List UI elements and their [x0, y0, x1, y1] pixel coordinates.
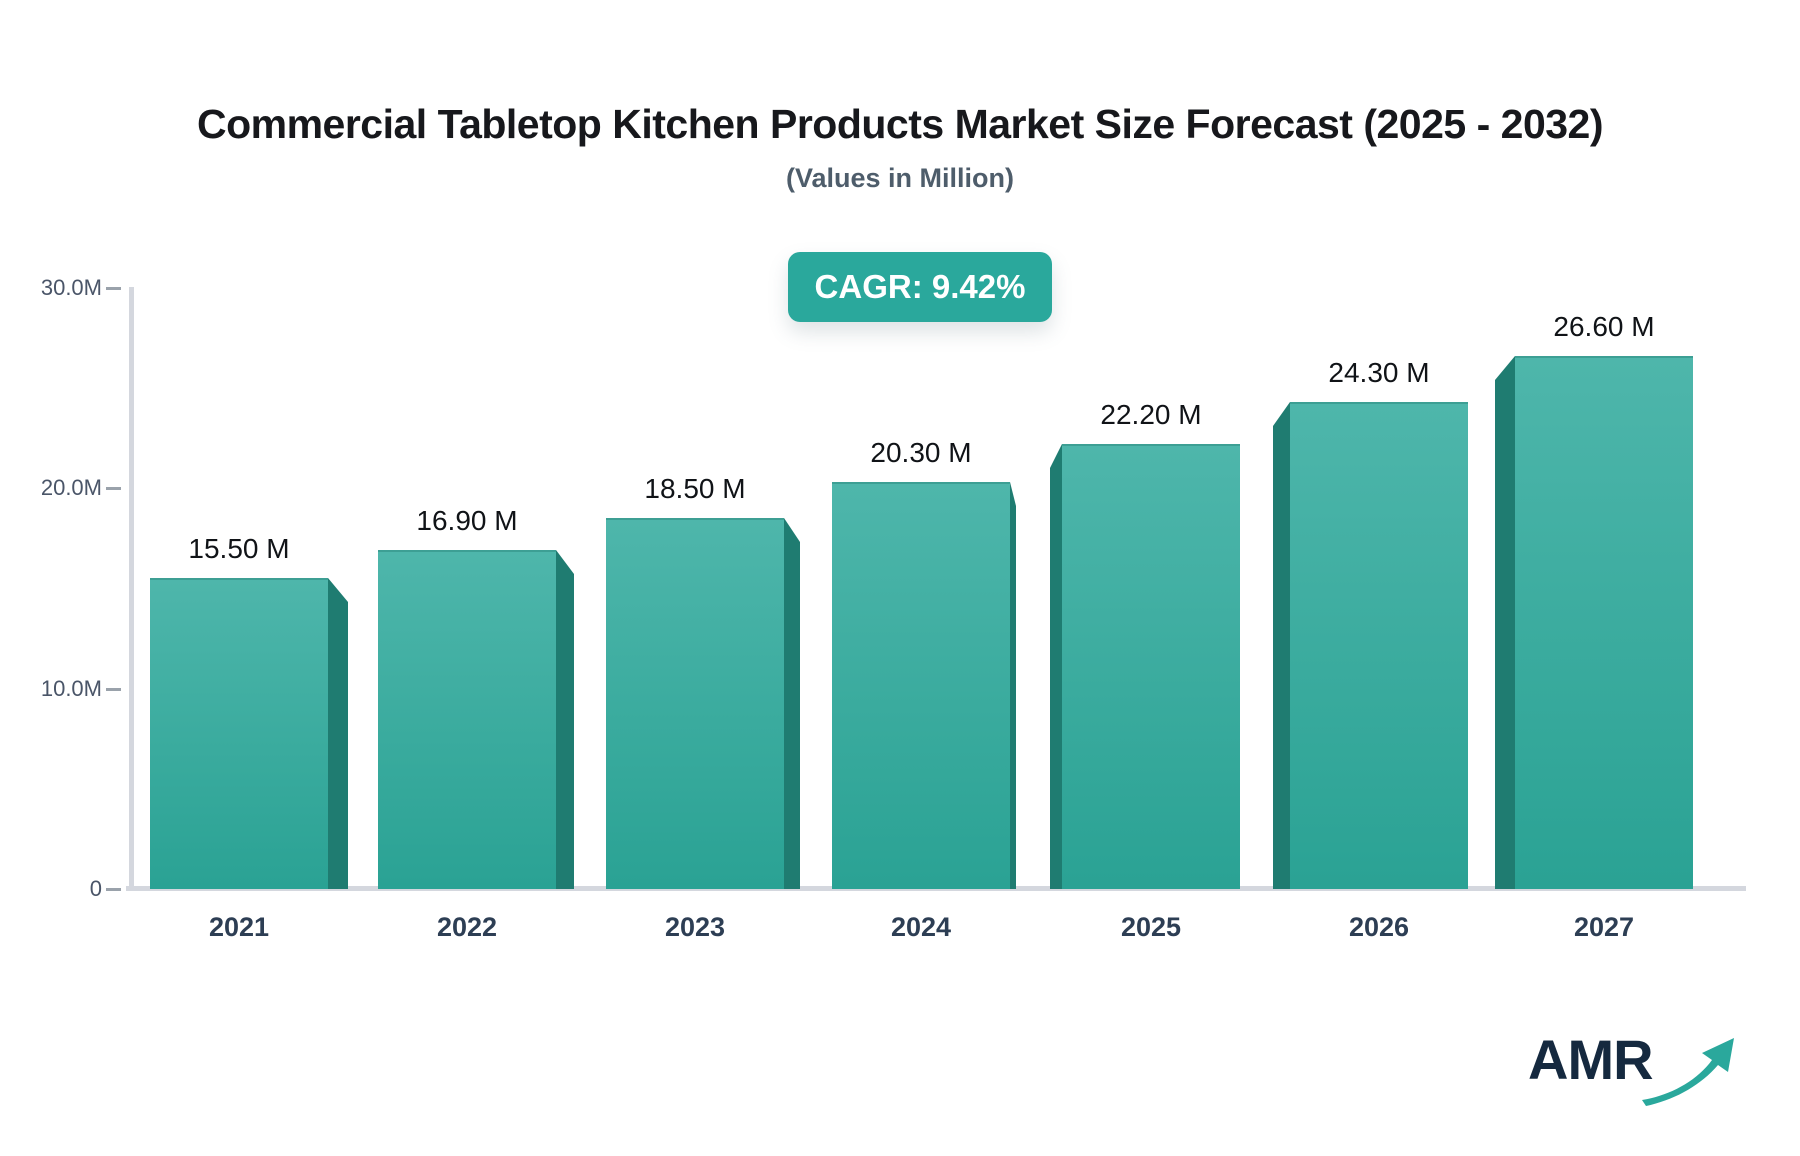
- y-tick-label: 30.0M: [40, 274, 102, 300]
- bar-2025: [1062, 444, 1240, 889]
- bar-value-label-2023: 18.50 M: [644, 473, 746, 504]
- bar-side-face-2024: [1010, 482, 1016, 889]
- bar-value-label-2022: 16.90 M: [416, 505, 518, 536]
- bar-2027: [1515, 356, 1693, 889]
- bar-value-label-2026: 24.30 M: [1328, 357, 1430, 388]
- chart-title: Commercial Tabletop Kitchen Products Mar…: [196, 101, 1604, 147]
- y-tick-label: 20.0M: [40, 475, 102, 500]
- cagr-badge: CAGR: 9.42%: [788, 252, 1052, 322]
- bar-side-face-2027: [1495, 356, 1515, 889]
- x-axis-label-2023: 2023: [664, 912, 726, 942]
- bar-2023: [606, 518, 784, 889]
- x-axis-label-2027: 2027: [1573, 912, 1635, 942]
- trending-up-arrow-icon: [1642, 1038, 1734, 1106]
- bar-side-face-2025: [1050, 444, 1062, 889]
- bar-2022: [378, 550, 556, 889]
- bar-2021: [150, 578, 328, 889]
- bar-value-label-2021: 15.50 M: [188, 533, 290, 564]
- chart-subtitle: (Values in Million): [785, 163, 1015, 193]
- bar-value-label-2025: 22.20 M: [1100, 399, 1202, 430]
- y-tick-dash: [106, 687, 121, 691]
- x-axis-label-2026: 2026: [1348, 912, 1410, 942]
- x-axis-label-2024: 2024: [890, 912, 952, 942]
- y-tick-label: 0: [89, 876, 102, 901]
- y-tick-label: 10.0M: [40, 675, 102, 701]
- bar-side-face-2023: [784, 518, 800, 889]
- bar-value-label-2027: 26.60 M: [1553, 311, 1655, 342]
- x-axis-label-2025: 2025: [1120, 912, 1182, 942]
- bar-side-face-2021: [328, 578, 348, 889]
- bar-2024: [832, 482, 1010, 889]
- amr-logo: AMR: [1528, 1030, 1748, 1125]
- y-tick-dash: [106, 888, 121, 891]
- y-axis-line: [129, 287, 134, 889]
- bar-side-face-2022: [556, 550, 574, 889]
- y-tick-dash: [106, 487, 121, 490]
- y-tick-dash: [106, 286, 121, 290]
- bar-side-face-2026: [1273, 402, 1290, 889]
- x-axis-label-2021: 2021: [208, 912, 270, 942]
- bar-2026: [1290, 402, 1468, 889]
- bar-value-label-2024: 20.30 M: [870, 437, 972, 468]
- x-axis-label-2022: 2022: [436, 912, 498, 942]
- amr-logo-text: AMR: [1528, 1028, 1654, 1091]
